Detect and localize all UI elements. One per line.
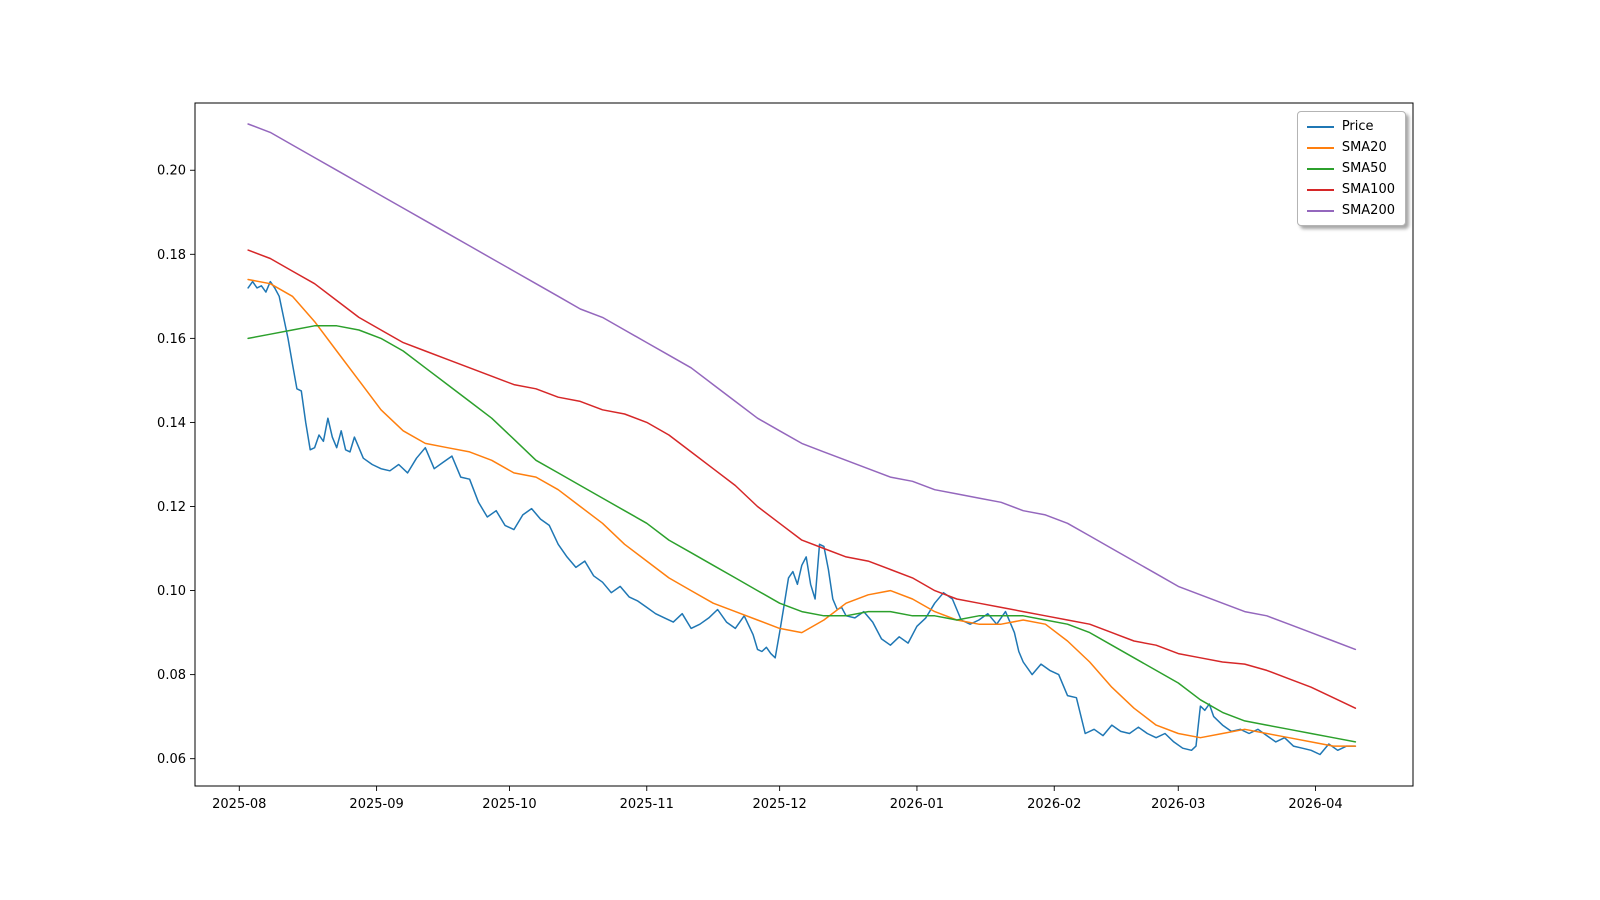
y-tick-label: 0.18 [157, 248, 186, 263]
series-line-sma100 [247, 249, 1357, 709]
sma100-line-swatch [1306, 188, 1334, 191]
y-tick-label: 0.20 [157, 164, 186, 179]
y-tick-label: 0.06 [157, 752, 186, 767]
legend-label-sma50: SMA50 [1341, 161, 1387, 176]
legend-item-sma50: SMA50 [1306, 161, 1395, 176]
legend-item-sma100: SMA100 [1306, 182, 1395, 197]
sma200-line-swatch [1306, 209, 1334, 212]
sma20-line-swatch [1306, 146, 1334, 149]
legend-label-sma20: SMA20 [1341, 140, 1387, 155]
legend: Price SMA20 SMA50 SMA100 SMA200 [1296, 111, 1406, 226]
series-line-price [247, 280, 1357, 756]
y-tick-label: 0.16 [157, 332, 186, 347]
legend-item-sma200: SMA200 [1306, 203, 1395, 218]
y-tick-label: 0.08 [157, 668, 186, 683]
series-line-sma200 [247, 123, 1357, 651]
y-tick-label: 0.10 [157, 584, 186, 599]
x-tick-label: 2026-02 [1027, 797, 1081, 812]
sma50-line-swatch [1306, 167, 1334, 170]
x-tick-label: 2025-12 [752, 797, 806, 812]
x-tick-label: 2025-10 [482, 797, 536, 812]
y-tick-label: 0.14 [157, 416, 186, 431]
legend-item-price: Price [1306, 119, 1395, 134]
x-tick-label: 2026-04 [1288, 797, 1342, 812]
price-line-swatch [1306, 125, 1334, 128]
axes-spines [194, 102, 1414, 787]
x-tick-label: 2026-01 [890, 797, 944, 812]
legend-label-price: Price [1341, 119, 1374, 134]
x-tick-label: 2025-09 [349, 797, 403, 812]
legend-label-sma200: SMA200 [1341, 203, 1395, 218]
x-tick-label: 2025-08 [212, 797, 266, 812]
y-tick-label: 0.12 [157, 500, 186, 515]
legend-label-sma100: SMA100 [1341, 182, 1395, 197]
series-line-sma20 [247, 278, 1357, 747]
x-tick-label: 2025-11 [620, 797, 674, 812]
x-tick-label: 2026-03 [1151, 797, 1205, 812]
series-line-sma50 [247, 325, 1357, 743]
legend-item-sma20: SMA20 [1306, 140, 1395, 155]
